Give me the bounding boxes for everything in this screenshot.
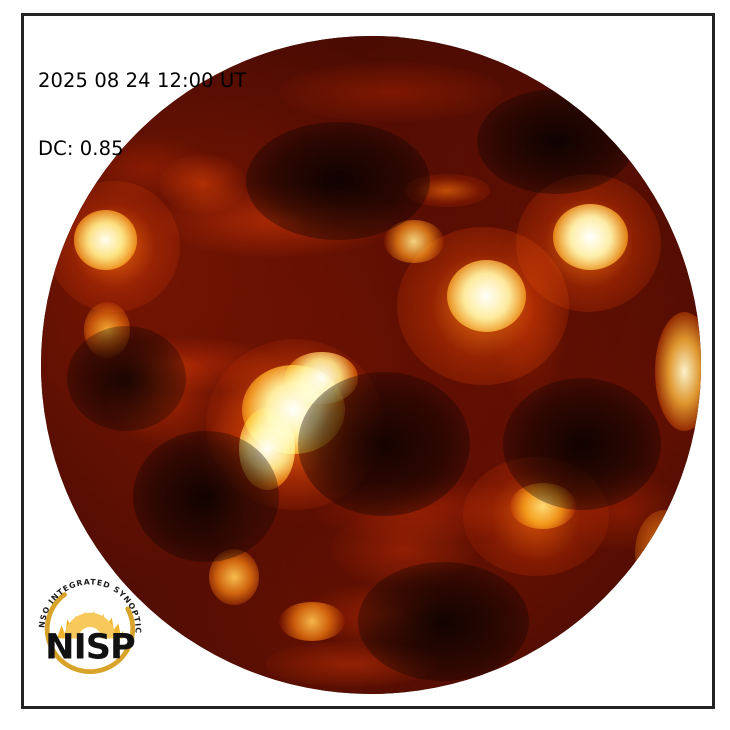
- active-region-west-limb-north: [74, 210, 137, 270]
- active-region-east-limb-south: [635, 509, 695, 596]
- active-region-west-limb-north-halo: [47, 180, 180, 313]
- coronal-hole-north-central: [245, 121, 431, 240]
- coronal-hole-south-east: [503, 378, 662, 510]
- nisp-logo: NSO INTEGRATED SYNOPTIC PROGRAM NISP: [33, 570, 147, 684]
- active-region-north-east-bright-halo: [516, 174, 662, 313]
- plot-frame: 2025 08 24 12:00 UT DC: 0.85: [21, 13, 715, 709]
- plage-south-centre: [331, 509, 477, 589]
- active-region-south-east: [509, 483, 576, 530]
- coronal-hole-centre: [298, 371, 470, 517]
- active-region-south-mid: [278, 601, 345, 642]
- active-region-north-east-bright: [552, 203, 629, 270]
- logo-acronym: NISP: [45, 626, 135, 667]
- coronal-hole-north-east: [476, 88, 635, 194]
- active-region-north-central: [384, 220, 444, 263]
- coronal-hole-far-south: [357, 562, 530, 681]
- plage-north-limb: [278, 62, 503, 122]
- active-region-mid-east-halo: [397, 226, 569, 385]
- plage-equator-west: [107, 351, 220, 444]
- active-region-west-limb-mid: [83, 302, 131, 359]
- active-region-south-east-halo: [463, 457, 609, 576]
- active-region-south-west-a: [209, 549, 259, 606]
- active-region-central-large: [242, 365, 345, 454]
- active-region-east-limb: [654, 312, 701, 431]
- active-region-central-large-halo: [206, 338, 385, 510]
- plage-north-west: [159, 154, 246, 214]
- coronal-hole-south-west: [133, 430, 279, 563]
- plage-north-east-streak: [404, 174, 490, 208]
- active-region-central-tail: [239, 407, 296, 491]
- active-region-mid-east: [446, 259, 527, 333]
- coronal-hole-west-mid: [67, 325, 187, 431]
- active-region-central-hook: [285, 351, 358, 405]
- plage-far-south: [265, 641, 437, 688]
